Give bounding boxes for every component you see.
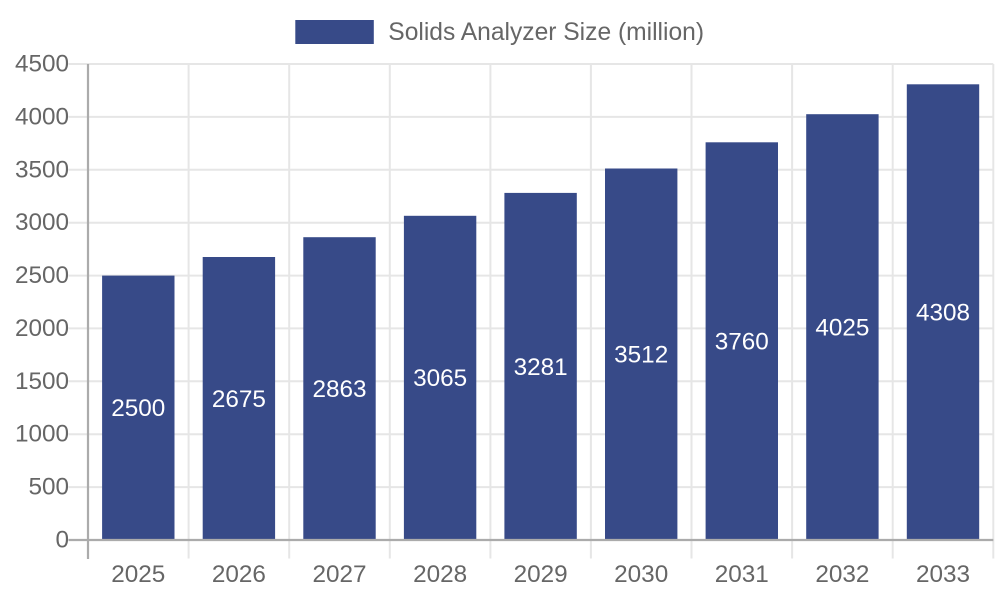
svg-text:3065: 3065 <box>413 365 467 392</box>
svg-text:4308: 4308 <box>916 300 970 327</box>
svg-text:2500: 2500 <box>111 395 165 422</box>
svg-text:3760: 3760 <box>715 328 769 355</box>
svg-text:2000: 2000 <box>15 315 69 342</box>
svg-text:4500: 4500 <box>15 51 69 78</box>
svg-text:0: 0 <box>55 527 69 554</box>
svg-text:2027: 2027 <box>312 561 366 588</box>
svg-text:500: 500 <box>28 474 69 501</box>
svg-text:2029: 2029 <box>514 561 568 588</box>
svg-text:1500: 1500 <box>15 368 69 395</box>
svg-text:4025: 4025 <box>815 314 869 341</box>
svg-text:2675: 2675 <box>212 386 266 413</box>
svg-text:3000: 3000 <box>15 209 69 236</box>
svg-text:1000: 1000 <box>15 421 69 448</box>
svg-text:2033: 2033 <box>916 561 970 588</box>
svg-text:2025: 2025 <box>111 561 165 588</box>
svg-text:2030: 2030 <box>614 561 668 588</box>
svg-text:2028: 2028 <box>413 561 467 588</box>
svg-text:2032: 2032 <box>815 561 869 588</box>
svg-text:2500: 2500 <box>15 262 69 289</box>
svg-text:3512: 3512 <box>614 342 668 369</box>
svg-text:2026: 2026 <box>212 561 266 588</box>
svg-text:3281: 3281 <box>514 354 568 381</box>
svg-text:3500: 3500 <box>15 156 69 183</box>
svg-text:Solids Analyzer Size (million): Solids Analyzer Size (million) <box>388 19 704 46</box>
svg-text:4000: 4000 <box>15 103 69 130</box>
svg-text:2863: 2863 <box>312 376 366 403</box>
svg-text:2031: 2031 <box>715 561 769 588</box>
